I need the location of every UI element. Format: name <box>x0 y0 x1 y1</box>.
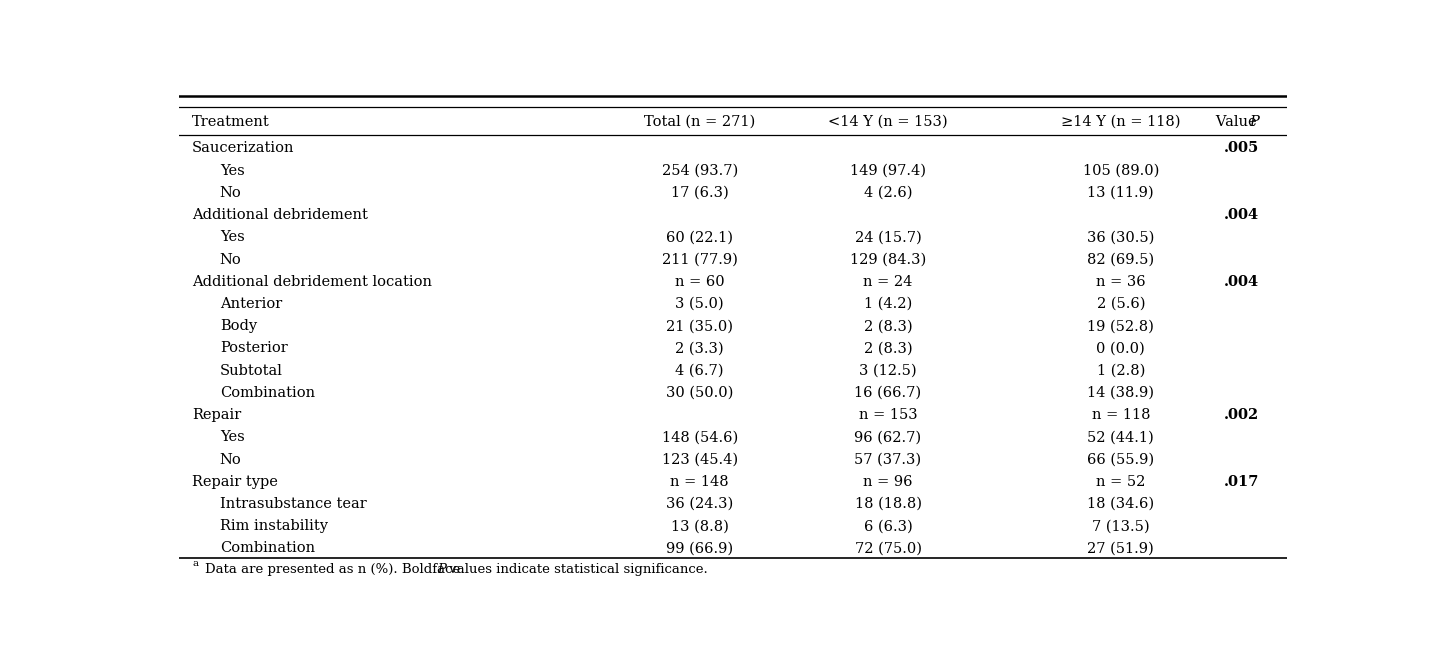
Text: 211 (77.9): 211 (77.9) <box>662 253 738 266</box>
Text: Additional debridement location: Additional debridement location <box>192 275 432 289</box>
Text: Data are presented as n (%). Boldface: Data are presented as n (%). Boldface <box>206 564 465 576</box>
Text: 57 (37.3): 57 (37.3) <box>855 453 921 466</box>
Text: Total (n = 271): Total (n = 271) <box>644 115 755 129</box>
Text: n = 52: n = 52 <box>1095 475 1145 489</box>
Text: .005: .005 <box>1224 142 1260 155</box>
Text: Combination: Combination <box>220 541 315 556</box>
Text: 36 (24.3): 36 (24.3) <box>666 497 734 511</box>
Text: .002: .002 <box>1224 408 1260 422</box>
Text: Yes: Yes <box>220 163 245 178</box>
Text: Rim instability: Rim instability <box>220 520 327 533</box>
Text: 14 (38.9): 14 (38.9) <box>1087 386 1154 400</box>
Text: Value: Value <box>1213 115 1257 129</box>
Text: Intrasubstance tear: Intrasubstance tear <box>220 497 366 511</box>
Text: 1 (4.2): 1 (4.2) <box>864 297 912 311</box>
Text: No: No <box>220 253 242 266</box>
Text: 99 (66.9): 99 (66.9) <box>666 541 734 556</box>
Text: 2 (8.3): 2 (8.3) <box>864 319 912 333</box>
Text: Body: Body <box>220 319 257 333</box>
Text: No: No <box>220 453 242 466</box>
Text: 4 (6.7): 4 (6.7) <box>675 363 724 378</box>
Text: Repair: Repair <box>192 408 242 422</box>
Text: .017: .017 <box>1224 475 1260 489</box>
Text: 6 (6.3): 6 (6.3) <box>864 520 912 533</box>
Text: Subtotal: Subtotal <box>220 363 283 378</box>
Text: n = 24: n = 24 <box>864 275 912 289</box>
Text: 72 (75.0): 72 (75.0) <box>855 541 921 556</box>
Text: P: P <box>438 564 446 576</box>
Text: 254 (93.7): 254 (93.7) <box>662 163 738 178</box>
Text: 2 (8.3): 2 (8.3) <box>864 342 912 356</box>
Text: 21 (35.0): 21 (35.0) <box>666 319 734 333</box>
Text: Additional debridement: Additional debridement <box>192 208 368 222</box>
Text: 3 (12.5): 3 (12.5) <box>859 363 917 378</box>
Text: 4 (2.6): 4 (2.6) <box>864 186 912 200</box>
Text: 60 (22.1): 60 (22.1) <box>666 230 734 244</box>
Text: 96 (62.7): 96 (62.7) <box>855 430 921 444</box>
Text: Yes: Yes <box>220 230 245 244</box>
Text: n = 36: n = 36 <box>1095 275 1145 289</box>
Text: 3 (5.0): 3 (5.0) <box>675 297 724 311</box>
Text: .004: .004 <box>1224 275 1260 289</box>
Text: n = 153: n = 153 <box>859 408 917 422</box>
Text: Saucerization: Saucerization <box>192 142 295 155</box>
Text: 24 (15.7): 24 (15.7) <box>855 230 921 244</box>
Text: Treatment: Treatment <box>192 115 270 129</box>
Text: a: a <box>192 559 199 568</box>
Text: 36 (30.5): 36 (30.5) <box>1087 230 1154 244</box>
Text: 129 (84.3): 129 (84.3) <box>849 253 927 266</box>
Text: 17 (6.3): 17 (6.3) <box>671 186 728 200</box>
Text: 7 (13.5): 7 (13.5) <box>1093 520 1150 533</box>
Text: ≥14 Y (n = 118): ≥14 Y (n = 118) <box>1061 115 1181 129</box>
Text: n = 148: n = 148 <box>671 475 729 489</box>
Text: 148 (54.6): 148 (54.6) <box>662 430 738 444</box>
Text: No: No <box>220 186 242 200</box>
Text: Posterior: Posterior <box>220 342 287 356</box>
Text: 13 (11.9): 13 (11.9) <box>1087 186 1154 200</box>
Text: 13 (8.8): 13 (8.8) <box>671 520 728 533</box>
Text: values indicate statistical significance.: values indicate statistical significance… <box>445 564 708 576</box>
Text: 1 (2.8): 1 (2.8) <box>1097 363 1145 378</box>
Text: Repair type: Repair type <box>192 475 277 489</box>
Text: P: P <box>1250 115 1260 129</box>
Text: 18 (18.8): 18 (18.8) <box>855 497 921 511</box>
Text: 16 (66.7): 16 (66.7) <box>855 386 921 400</box>
Text: .004: .004 <box>1224 208 1260 222</box>
Text: 19 (52.8): 19 (52.8) <box>1087 319 1154 333</box>
Text: 0 (0.0): 0 (0.0) <box>1097 342 1145 356</box>
Text: 2 (5.6): 2 (5.6) <box>1097 297 1145 311</box>
Text: 66 (55.9): 66 (55.9) <box>1087 453 1154 466</box>
Text: 52 (44.1): 52 (44.1) <box>1087 430 1154 444</box>
Text: n = 60: n = 60 <box>675 275 725 289</box>
Text: <14 Y (n = 153): <14 Y (n = 153) <box>828 115 948 129</box>
Text: 18 (34.6): 18 (34.6) <box>1087 497 1154 511</box>
Text: Yes: Yes <box>220 430 245 444</box>
Text: Combination: Combination <box>220 386 315 400</box>
Text: 2 (3.3): 2 (3.3) <box>675 342 724 356</box>
Text: n = 118: n = 118 <box>1091 408 1150 422</box>
Text: Anterior: Anterior <box>220 297 282 311</box>
Text: n = 96: n = 96 <box>864 475 912 489</box>
Text: 105 (89.0): 105 (89.0) <box>1083 163 1158 178</box>
Text: 30 (50.0): 30 (50.0) <box>666 386 734 400</box>
Text: 149 (97.4): 149 (97.4) <box>849 163 927 178</box>
Text: 27 (51.9): 27 (51.9) <box>1087 541 1154 556</box>
Text: 123 (45.4): 123 (45.4) <box>662 453 738 466</box>
Text: 82 (69.5): 82 (69.5) <box>1087 253 1154 266</box>
